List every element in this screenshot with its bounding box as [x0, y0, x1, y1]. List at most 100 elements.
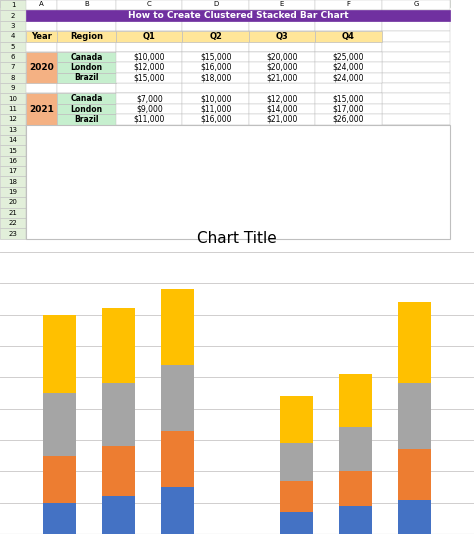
- FancyBboxPatch shape: [116, 52, 182, 62]
- FancyBboxPatch shape: [182, 156, 249, 166]
- FancyBboxPatch shape: [57, 229, 116, 239]
- Text: $10,000: $10,000: [200, 94, 231, 103]
- FancyBboxPatch shape: [249, 208, 315, 218]
- FancyBboxPatch shape: [116, 0, 182, 7]
- FancyBboxPatch shape: [382, 114, 450, 124]
- FancyBboxPatch shape: [382, 42, 450, 52]
- Text: 23: 23: [9, 231, 18, 237]
- Title: Chart Title: Chart Title: [197, 231, 277, 247]
- FancyBboxPatch shape: [249, 73, 315, 83]
- FancyBboxPatch shape: [57, 62, 116, 73]
- Bar: [399, 449, 431, 499]
- FancyBboxPatch shape: [0, 156, 26, 166]
- FancyBboxPatch shape: [182, 229, 249, 239]
- FancyBboxPatch shape: [315, 145, 382, 156]
- Text: $21,000: $21,000: [266, 73, 298, 82]
- FancyBboxPatch shape: [116, 93, 182, 104]
- Text: 2: 2: [11, 13, 15, 19]
- FancyBboxPatch shape: [382, 218, 450, 229]
- FancyBboxPatch shape: [382, 229, 450, 239]
- FancyBboxPatch shape: [249, 42, 315, 52]
- FancyBboxPatch shape: [182, 114, 249, 124]
- FancyBboxPatch shape: [315, 52, 382, 62]
- FancyBboxPatch shape: [26, 187, 57, 197]
- FancyBboxPatch shape: [26, 135, 57, 145]
- Text: Year: Year: [31, 32, 52, 41]
- FancyBboxPatch shape: [0, 114, 26, 124]
- Text: 15: 15: [9, 147, 18, 154]
- FancyBboxPatch shape: [26, 145, 57, 156]
- FancyBboxPatch shape: [182, 83, 249, 93]
- FancyBboxPatch shape: [182, 135, 249, 145]
- FancyBboxPatch shape: [57, 114, 116, 124]
- Text: Q2: Q2: [209, 32, 222, 41]
- FancyBboxPatch shape: [249, 114, 315, 124]
- FancyBboxPatch shape: [0, 62, 26, 73]
- Bar: [43, 315, 75, 393]
- FancyBboxPatch shape: [0, 42, 26, 52]
- FancyBboxPatch shape: [182, 93, 249, 104]
- FancyBboxPatch shape: [249, 177, 315, 187]
- FancyBboxPatch shape: [182, 187, 249, 197]
- FancyBboxPatch shape: [116, 197, 182, 208]
- FancyBboxPatch shape: [57, 0, 116, 7]
- FancyBboxPatch shape: [0, 197, 26, 208]
- FancyBboxPatch shape: [57, 31, 116, 42]
- Text: $24,000: $24,000: [333, 73, 364, 82]
- Text: $20,000: $20,000: [266, 53, 298, 61]
- FancyBboxPatch shape: [0, 177, 26, 187]
- FancyBboxPatch shape: [116, 114, 182, 124]
- FancyBboxPatch shape: [26, 93, 57, 104]
- FancyBboxPatch shape: [57, 197, 116, 208]
- FancyBboxPatch shape: [315, 104, 382, 114]
- FancyBboxPatch shape: [182, 114, 249, 124]
- FancyBboxPatch shape: [249, 156, 315, 166]
- FancyBboxPatch shape: [382, 156, 450, 166]
- FancyBboxPatch shape: [116, 0, 182, 10]
- FancyBboxPatch shape: [249, 104, 315, 114]
- FancyBboxPatch shape: [249, 52, 315, 62]
- FancyBboxPatch shape: [382, 83, 450, 93]
- FancyBboxPatch shape: [182, 218, 249, 229]
- FancyBboxPatch shape: [315, 197, 382, 208]
- Text: $16,000: $16,000: [200, 63, 231, 72]
- Bar: [102, 383, 135, 446]
- FancyBboxPatch shape: [315, 52, 382, 62]
- Text: $9,000: $9,000: [136, 105, 163, 114]
- Bar: [399, 383, 431, 449]
- FancyBboxPatch shape: [57, 0, 116, 10]
- FancyBboxPatch shape: [315, 229, 382, 239]
- FancyBboxPatch shape: [315, 187, 382, 197]
- FancyBboxPatch shape: [249, 187, 315, 197]
- Text: $10,000: $10,000: [134, 53, 165, 61]
- FancyBboxPatch shape: [182, 104, 249, 114]
- Text: $26,000: $26,000: [333, 115, 364, 124]
- FancyBboxPatch shape: [26, 31, 57, 42]
- FancyBboxPatch shape: [315, 73, 382, 83]
- Text: 5: 5: [11, 44, 15, 50]
- FancyBboxPatch shape: [0, 166, 26, 177]
- FancyBboxPatch shape: [182, 10, 249, 21]
- FancyBboxPatch shape: [26, 124, 450, 239]
- Text: $15,000: $15,000: [134, 73, 165, 82]
- FancyBboxPatch shape: [315, 124, 382, 135]
- Text: 18: 18: [9, 179, 18, 185]
- Bar: [280, 512, 312, 534]
- Text: Canada: Canada: [70, 53, 103, 61]
- FancyBboxPatch shape: [382, 62, 450, 73]
- Text: 9: 9: [11, 85, 15, 91]
- Text: G: G: [413, 1, 419, 6]
- FancyBboxPatch shape: [116, 218, 182, 229]
- FancyBboxPatch shape: [0, 208, 26, 218]
- FancyBboxPatch shape: [26, 83, 57, 93]
- Bar: [339, 427, 372, 472]
- Text: London: London: [71, 63, 102, 72]
- FancyBboxPatch shape: [116, 93, 182, 104]
- FancyBboxPatch shape: [57, 93, 116, 104]
- FancyBboxPatch shape: [382, 31, 450, 42]
- Bar: [339, 374, 372, 427]
- Text: 2020: 2020: [29, 63, 54, 72]
- Text: $11,000: $11,000: [200, 105, 231, 114]
- Text: 2021: 2021: [29, 105, 54, 114]
- Text: $25,000: $25,000: [333, 53, 364, 61]
